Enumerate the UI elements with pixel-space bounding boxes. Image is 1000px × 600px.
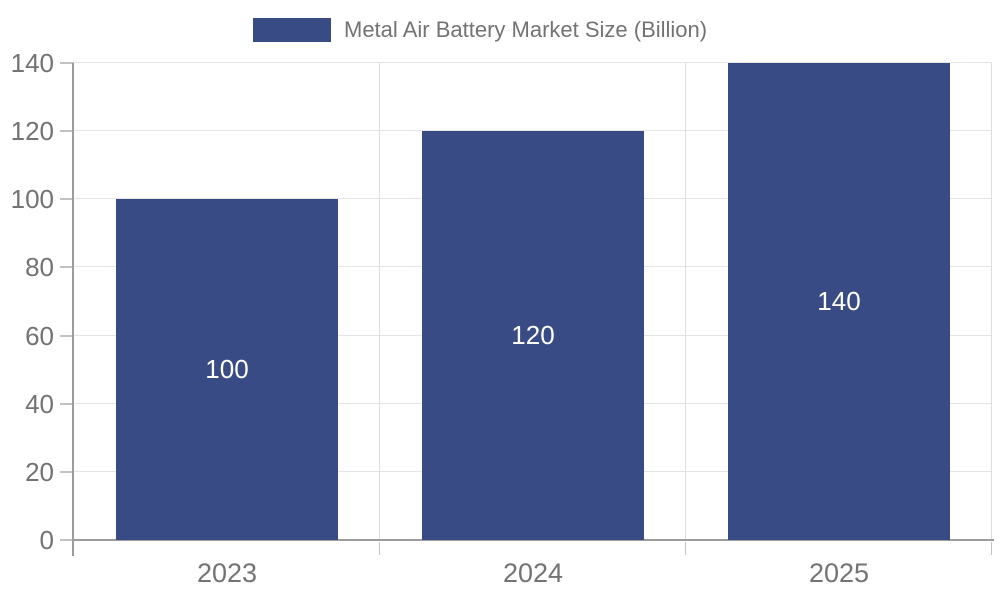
y-axis-label: 140 <box>10 48 54 78</box>
x-axis-label: 2025 <box>808 558 870 588</box>
x-splitline <box>685 63 686 540</box>
y-axis-tick <box>60 335 74 337</box>
y-axis-tick <box>60 471 74 473</box>
y-gridline <box>74 62 992 63</box>
x-axis-line <box>72 539 994 541</box>
x-axis-label: 2023 <box>196 558 258 588</box>
y-axis-tick <box>60 198 74 200</box>
bar-2024[interactable]: 120 <box>422 131 644 540</box>
y-gridline <box>74 130 992 131</box>
bar-value-label: 100 <box>205 354 249 384</box>
y-axis-label: 120 <box>10 116 54 146</box>
y-axis-label: 80 <box>25 252 54 282</box>
bar-2023[interactable]: 100 <box>116 199 338 540</box>
y-axis-label: 20 <box>25 457 54 487</box>
y-axis-tick <box>60 266 74 268</box>
y-axis-label: 100 <box>10 184 54 214</box>
x-axis-label: 2024 <box>502 558 564 588</box>
y-axis-label: 0 <box>39 525 54 555</box>
y-axis-tick <box>60 403 74 405</box>
x-axis-tick <box>379 542 380 555</box>
bar-value-label: 140 <box>817 286 861 316</box>
x-splitline <box>991 63 992 540</box>
x-axis-tick <box>991 542 992 555</box>
y-axis-tick <box>60 130 74 132</box>
y-axis-label: 40 <box>25 389 54 419</box>
legend-item[interactable]: Metal Air Battery Market Size (Billion) <box>253 18 707 42</box>
legend-swatch <box>253 18 331 42</box>
x-axis-tick <box>685 542 686 555</box>
legend-label: Metal Air Battery Market Size (Billion) <box>344 17 708 42</box>
bar-value-label: 120 <box>511 320 555 350</box>
y-axis-tick <box>60 62 74 64</box>
y-axis-label: 60 <box>25 321 54 351</box>
y-axis-line <box>72 63 74 556</box>
y-axis-tick <box>60 539 74 541</box>
x-splitline <box>379 63 380 540</box>
bar-2025[interactable]: 140 <box>728 63 950 540</box>
